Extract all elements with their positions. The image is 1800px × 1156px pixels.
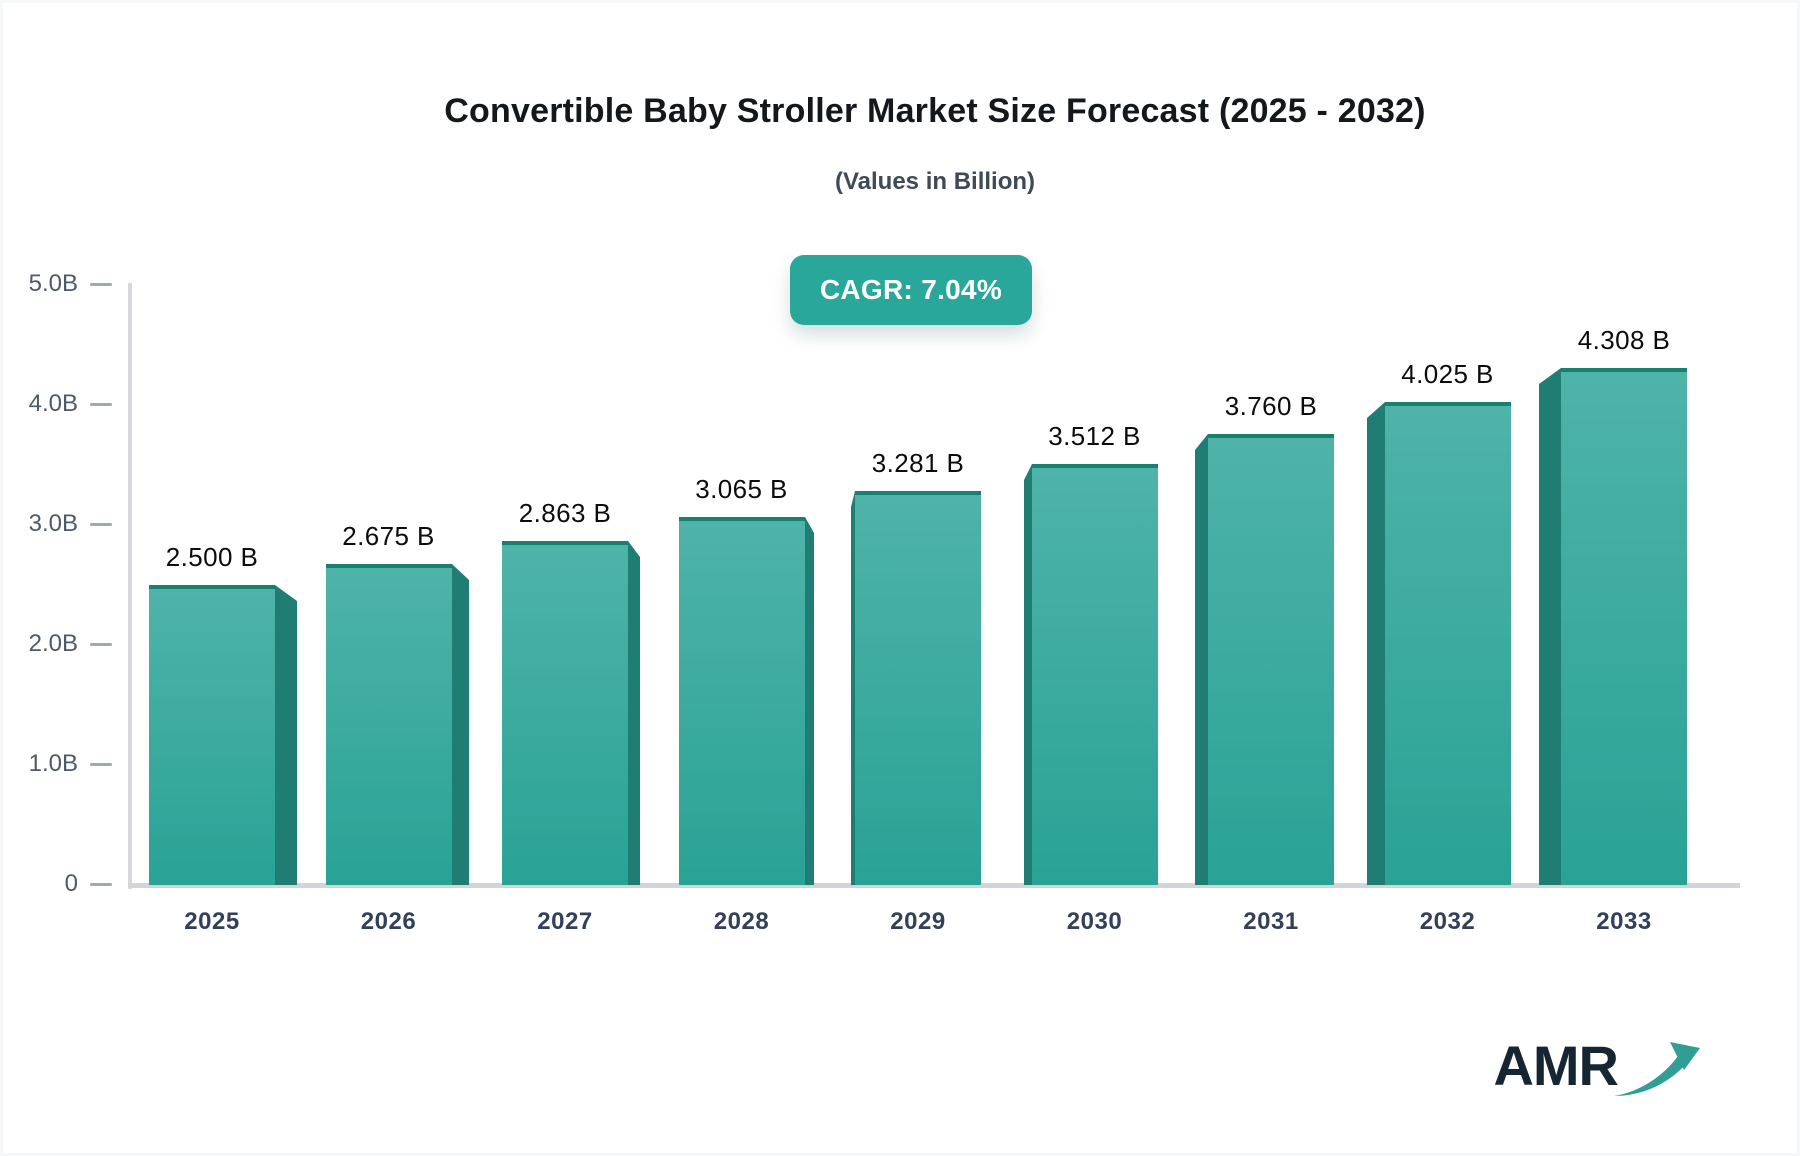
- bar-value-label: 2.500 B: [165, 542, 259, 572]
- y-axis-tick: [90, 403, 112, 406]
- bar-2028: [679, 517, 805, 885]
- x-tick-label: 2030: [1066, 908, 1123, 935]
- bar-value-label: 3.512 B: [1048, 421, 1141, 451]
- y-axis-tick: [90, 643, 112, 646]
- y-axis-tick: [90, 883, 112, 886]
- bar-value-label: 4.025 B: [1401, 359, 1494, 389]
- cagr-badge-label: CAGR: 7.04%: [819, 274, 1003, 305]
- bar-value-label: 2.675 B: [342, 521, 435, 551]
- y-tick-label: 2.0B: [28, 630, 78, 657]
- bar-2026: [326, 564, 452, 885]
- x-tick-label: 2029: [890, 908, 946, 935]
- chart-subtitle: (Values in Billion): [834, 168, 1036, 195]
- x-tick-label: 2032: [1419, 908, 1476, 935]
- bar-value-label: 3.760 B: [1224, 391, 1318, 421]
- bar-value-label: 4.308 B: [1577, 325, 1671, 355]
- amr-logo: AMR: [1493, 1036, 1704, 1108]
- y-tick-label: 1.0B: [28, 750, 78, 777]
- bar-2030: [1032, 464, 1158, 885]
- bar-3d-side: [1367, 402, 1385, 885]
- bar-3d-side: [851, 491, 855, 885]
- y-tick-label: 3.0B: [28, 510, 78, 537]
- bar-value-label: 2.863 B: [518, 498, 612, 528]
- x-tick-label: 2033: [1596, 908, 1652, 935]
- y-axis-line: [128, 283, 132, 889]
- x-tick-label: 2025: [184, 908, 240, 935]
- y-tick-label: 0: [64, 870, 78, 897]
- y-axis-tick: [90, 523, 112, 526]
- bar-3d-side: [452, 564, 469, 885]
- bar-value-label: 3.065 B: [695, 474, 788, 504]
- bar-3d-side: [805, 517, 814, 885]
- bar-2027: [502, 541, 628, 885]
- bar-2025: [149, 585, 275, 885]
- bar-2031: [1208, 434, 1334, 885]
- x-tick-label: 2027: [537, 908, 593, 935]
- bar-3d-side: [628, 541, 640, 885]
- bar-3d-side: [1024, 464, 1032, 885]
- y-tick-label: 5.0B: [28, 270, 78, 297]
- y-tick-label: 4.0B: [28, 390, 78, 417]
- bar-3d-side: [1195, 434, 1208, 885]
- x-tick-label: 2026: [360, 908, 417, 935]
- bar-3d-side: [275, 585, 297, 885]
- trending-up-arrow-icon: [1614, 1042, 1700, 1096]
- bar-3d-side: [1539, 368, 1561, 885]
- bar-2029: [855, 491, 981, 885]
- y-axis-tick: [90, 283, 112, 286]
- x-tick-label: 2031: [1243, 908, 1299, 935]
- bar-2033: [1561, 368, 1687, 885]
- chart-title: Convertible Baby Stroller Market Size Fo…: [444, 92, 1426, 130]
- cagr-badge: CAGR: 7.04%: [790, 255, 1032, 325]
- bar-2032: [1385, 402, 1511, 885]
- x-tick-label: 2028: [713, 908, 770, 935]
- y-axis-tick: [90, 763, 112, 766]
- x-axis-baseline: [128, 883, 1740, 888]
- amr-logo-text: AMR: [1493, 1034, 1619, 1097]
- bar-value-label: 3.281 B: [871, 448, 965, 478]
